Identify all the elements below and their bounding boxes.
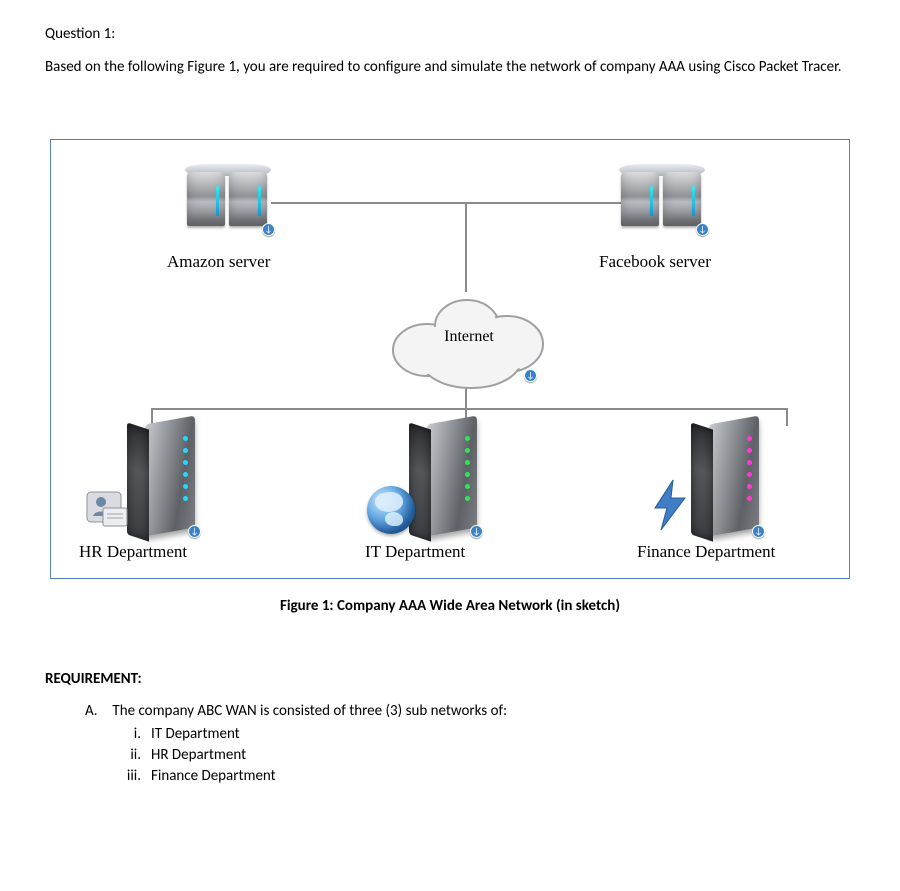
amazon-label: Amazon server (167, 252, 270, 272)
person-card-icon (81, 484, 131, 530)
wire-to-cloud (465, 202, 467, 292)
facebook-label: Facebook server (599, 252, 711, 272)
requirement-a-text: The company ABC WAN is consisted of thre… (112, 702, 507, 720)
it-label: IT Department (365, 542, 465, 562)
status-dot-icon: ↓ (470, 525, 483, 538)
globe-icon (367, 486, 415, 534)
amazon-server-icon: ↓ (183, 164, 273, 234)
list-item: iii.Finance Department (115, 766, 855, 787)
question-body: Based on the following Figure 1, you are… (45, 57, 855, 79)
list-item: i.IT Department (115, 724, 855, 745)
status-dot-icon: ↓ (752, 525, 765, 538)
status-dot-icon: ↓ (188, 525, 201, 538)
status-dot-icon: ↓ (696, 223, 709, 236)
it-tower-icon: ↓ (409, 418, 485, 536)
wire-bus (151, 408, 787, 410)
requirement-heading: REQUIREMENT: (45, 670, 855, 688)
status-dot-icon: ↓ (262, 223, 275, 236)
requirement-a-items: i.IT Department ii.HR Department iii.Fin… (115, 724, 855, 787)
list-item: ii.HR Department (115, 745, 855, 766)
lightning-icon (649, 478, 691, 532)
facebook-server-icon: ↓ (617, 164, 707, 234)
internet-cloud-icon: Internet ↓ (379, 282, 559, 392)
hr-tower-icon: ↓ (127, 418, 203, 536)
requirement-a: A. The company ABC WAN is consisted of t… (85, 702, 855, 720)
list-letter: A. (85, 702, 109, 720)
figure-caption: Figure 1: Company AAA Wide Area Network … (45, 597, 855, 615)
internet-label: Internet (379, 328, 559, 346)
wire-fin-drop (786, 408, 788, 426)
figure-box: ↓ Amazon server ↓ Facebook server Intern… (50, 139, 850, 579)
hr-label: HR Department (79, 542, 187, 562)
finance-label: Finance Department (637, 542, 775, 562)
question-title: Question 1: (45, 25, 855, 43)
status-dot-icon: ↓ (524, 369, 537, 382)
finance-tower-icon: ↓ (691, 418, 767, 536)
wire-top (271, 202, 621, 204)
